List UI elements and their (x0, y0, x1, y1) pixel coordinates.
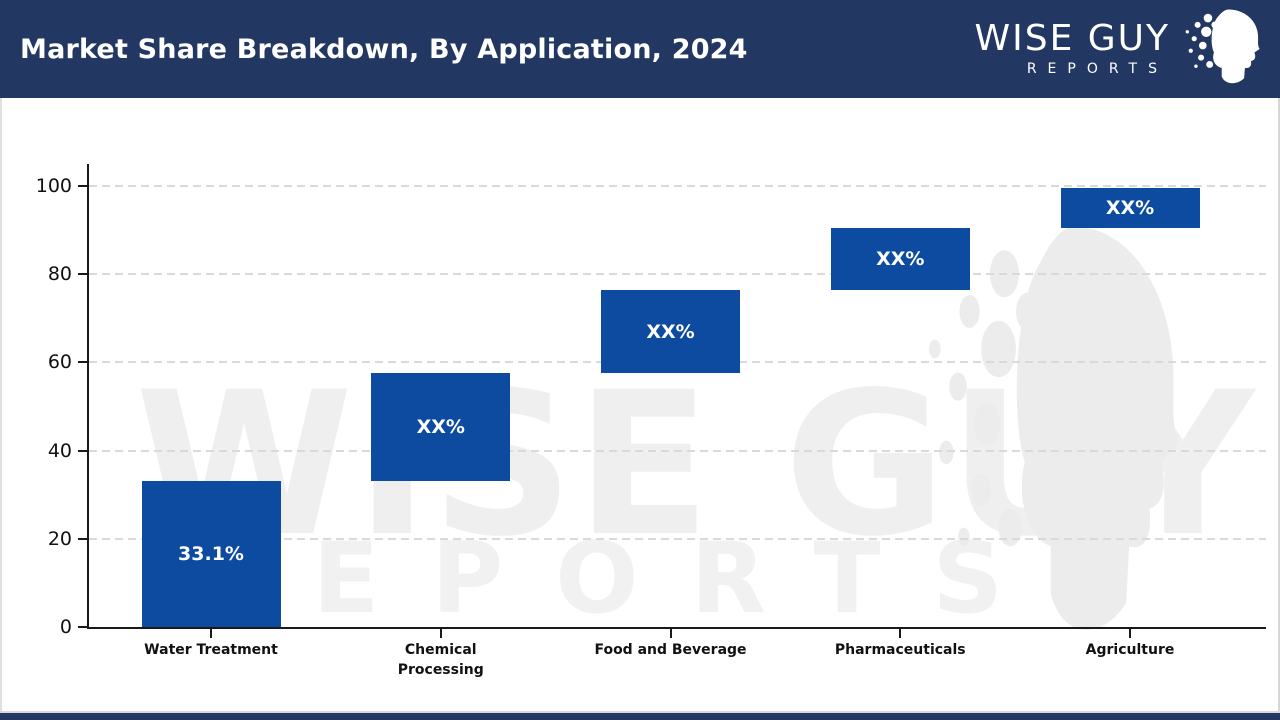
x-tick-label-water-treatment: Water Treatment (144, 642, 278, 658)
y-tickmark-0 (78, 626, 87, 628)
logo-text: WISE GUY REPORTS (974, 18, 1171, 78)
page-border-bottom (0, 711, 1280, 713)
y-tickmark-100 (78, 185, 87, 187)
page-border-left (0, 98, 2, 711)
gridline-20 (89, 537, 1266, 540)
x-tickmark-water-treatment (210, 629, 212, 638)
y-tickmark-20 (78, 537, 87, 540)
y-tick-label-0: 0 (59, 616, 72, 638)
y-tick-label-80: 80 (47, 263, 72, 286)
x-axis-spine (87, 627, 1266, 629)
bar-value-label-food-and-beverage: XX% (646, 320, 695, 343)
bar-water-treatment: 33.1% (141, 481, 281, 627)
y-axis-spine (87, 163, 89, 629)
header-bar: Market Share Breakdown, By Application, … (0, 0, 1280, 98)
gridline-80 (89, 273, 1266, 276)
x-tickmark-pharmaceuticals (899, 629, 902, 638)
y-tick-label-100: 100 (35, 175, 72, 197)
x-tickmark-chemical-processing (439, 629, 442, 638)
y-tickmark-80 (78, 273, 87, 276)
page-border-right (1278, 98, 1280, 711)
x-tick-label-food-and-beverage: Food and Beverage (594, 642, 747, 658)
watermark-subtext: REPORTS (185, 522, 1056, 636)
wiseguy-logo: WISE GUY REPORTS (975, 6, 1265, 92)
x-tickmark-food-and-beverage (669, 629, 672, 638)
x-tick-label-chemical-processing: Chemical Processing (397, 642, 484, 679)
x-tickmark-agriculture (1129, 629, 1131, 638)
footer-bar (0, 713, 1280, 720)
bar-value-label-agriculture: XX% (1105, 197, 1155, 220)
y-tick-label-60: 60 (47, 351, 72, 374)
y-tickmark-40 (78, 449, 87, 452)
gridline-40 (89, 449, 1266, 452)
y-tick-label-20: 20 (47, 527, 72, 550)
y-tickmark-60 (78, 361, 87, 364)
chart-area: WISE GUY REPORTS 0 20 40 60 80 100 33.1% Water … (0, 98, 1280, 713)
logo-head-icon (1176, 6, 1264, 92)
x-tick-label-pharmaceuticals: Pharmaceuticals (834, 642, 966, 658)
x-tick-label-agriculture: Agriculture (1085, 642, 1175, 658)
y-tick-label-40: 40 (47, 439, 72, 462)
bar-pharmaceuticals: XX% (830, 227, 970, 290)
bar-value-label-water-treatment: 33.1% (178, 543, 244, 565)
bar-value-label-chemical-processing: XX% (416, 416, 465, 439)
bar-agriculture: XX% (1060, 188, 1200, 228)
bar-food-and-beverage: XX% (601, 289, 740, 374)
bar-chemical-processing: XX% (371, 373, 511, 482)
gridline-100 (89, 185, 1266, 187)
logo-subtext: REPORTS (1026, 61, 1168, 77)
chart-title: Market Share Breakdown, By Application, … (20, 33, 748, 65)
bar-value-label-pharmaceuticals: XX% (876, 247, 925, 270)
logo-wordmark: WISE GUY (974, 18, 1170, 59)
